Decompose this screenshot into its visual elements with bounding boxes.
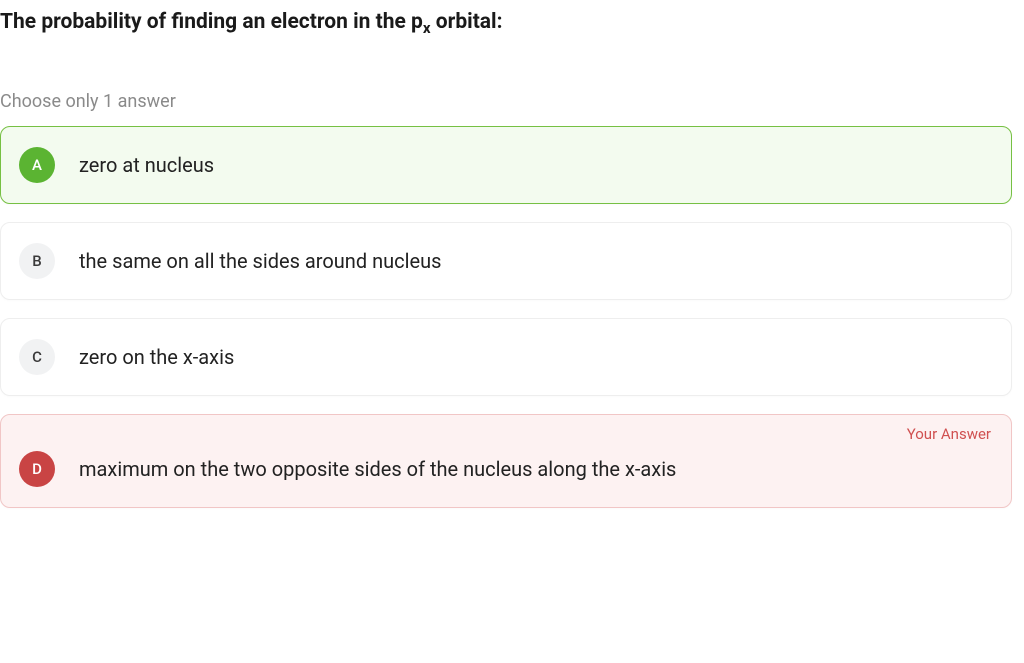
option-badge-d: D <box>19 451 55 487</box>
question-subscript: x <box>423 19 431 37</box>
option-text-b: the same on all the sides around nucleus <box>79 248 441 275</box>
option-c[interactable]: C zero on the x-axis <box>0 318 1012 396</box>
option-b[interactable]: B the same on all the sides around nucle… <box>0 222 1012 300</box>
option-a[interactable]: A zero at nucleus <box>0 126 1012 204</box>
option-badge-a: A <box>19 147 55 183</box>
question-title: The probability of finding an electron i… <box>0 0 1024 39</box>
option-badge-c: C <box>19 339 55 375</box>
question-suffix: orbital: <box>431 10 503 34</box>
option-d[interactable]: Your Answer D maximum on the two opposit… <box>0 414 1012 508</box>
option-badge-b: B <box>19 243 55 279</box>
option-text-a: zero at nucleus <box>79 152 214 179</box>
your-answer-label: Your Answer <box>907 425 991 443</box>
options-list: A zero at nucleus B the same on all the … <box>0 126 1024 508</box>
question-prefix: The probability of finding an electron i… <box>0 10 423 34</box>
option-text-d: maximum on the two opposite sides of the… <box>79 456 676 483</box>
quiz-container: The probability of finding an electron i… <box>0 0 1024 508</box>
option-text-c: zero on the x-axis <box>79 344 234 371</box>
instruction-text: Choose only 1 answer <box>0 91 1024 112</box>
